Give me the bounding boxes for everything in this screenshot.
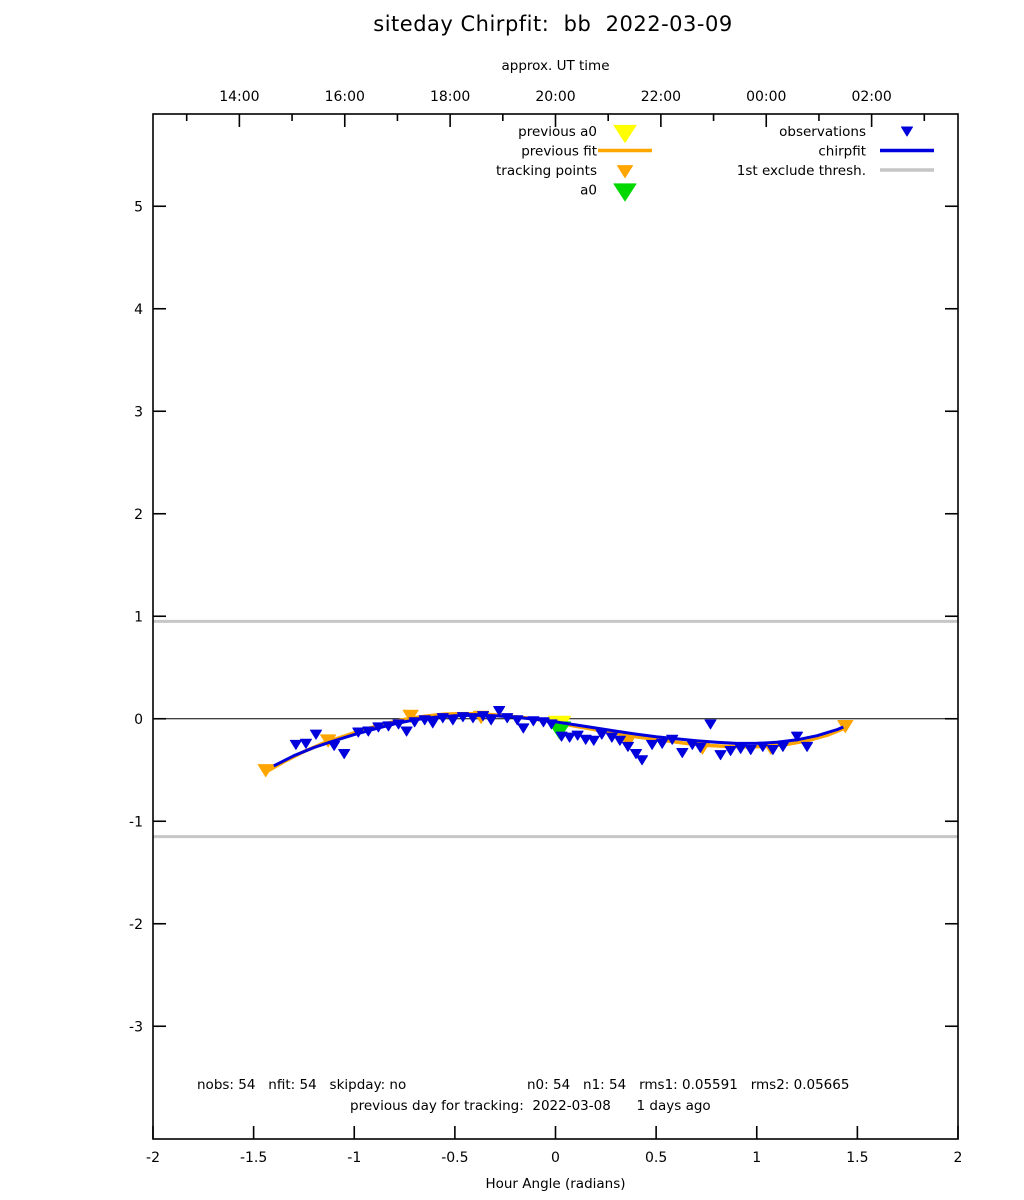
- observation-point: [446, 715, 459, 726]
- observation-point: [511, 715, 524, 726]
- observation-point: [485, 715, 498, 726]
- legend-label: a0: [580, 183, 597, 199]
- observation-point: [436, 713, 449, 724]
- observation-point: [563, 732, 576, 743]
- observation-point: [352, 727, 365, 738]
- x2-tick-label: 02:00: [851, 89, 891, 105]
- legend-triangle-swatch: [901, 126, 913, 137]
- x2-tick-label: 14:00: [219, 89, 259, 105]
- observation-point: [299, 738, 312, 749]
- x-tick-label: -0.5: [441, 1150, 468, 1166]
- x-axis-label: Hour Angle (radians): [485, 1176, 626, 1192]
- observation-point: [328, 740, 341, 751]
- stats-line2: previous day for tracking: 2022-03-08 1 …: [350, 1098, 711, 1114]
- tracking-point-marker: [257, 764, 274, 778]
- plot-border: [152, 113, 959, 1140]
- legend-label: observations: [779, 124, 866, 140]
- observation-point: [686, 739, 699, 750]
- observation-point: [636, 755, 649, 766]
- x-tick-label: -1: [347, 1150, 361, 1166]
- observation-point: [744, 744, 757, 755]
- observation-point: [527, 716, 540, 727]
- observation-point: [392, 719, 405, 730]
- observation-point: [517, 723, 530, 734]
- observation-point: [466, 713, 479, 724]
- x-tick-label: 0: [551, 1150, 560, 1166]
- x-tick-label: -1.5: [240, 1150, 267, 1166]
- x2-tick-label: 22:00: [641, 89, 681, 105]
- x2-tick-label: 16:00: [325, 89, 365, 105]
- observation-point: [734, 743, 747, 754]
- y-tick-label: -1: [129, 814, 143, 830]
- chirpfit-line: [273, 713, 844, 768]
- observation-point: [426, 718, 439, 729]
- x-tick-label: 0.5: [645, 1150, 667, 1166]
- legend-label: previous a0: [518, 124, 597, 140]
- legend-triangle-swatch: [617, 165, 633, 179]
- x-tick-label: 2: [954, 1150, 963, 1166]
- observation-point: [613, 735, 626, 746]
- observation-point: [595, 729, 608, 740]
- observation-point: [756, 741, 769, 752]
- y-tick-label: 0: [134, 712, 143, 728]
- legend-label: chirpfit: [818, 144, 866, 160]
- observation-point: [362, 726, 375, 737]
- observation-point: [666, 734, 679, 745]
- observation-point: [501, 713, 514, 724]
- observation-point: [372, 722, 385, 733]
- observation-point: [587, 735, 600, 746]
- observation-point: [545, 719, 558, 730]
- observation-point: [630, 749, 642, 760]
- observation-point: [676, 748, 689, 759]
- observation-point: [456, 712, 469, 723]
- x2-tick-label: 18:00: [430, 89, 470, 105]
- y-tick-label: -2: [129, 917, 143, 933]
- y-tick-label: 3: [134, 404, 143, 420]
- tracking-point-marker: [402, 709, 419, 723]
- x-tick-label: -2: [146, 1150, 160, 1166]
- observation-point: [418, 715, 431, 726]
- observation-point: [408, 717, 421, 728]
- observation-point: [801, 741, 814, 752]
- y-tick-label: 5: [134, 199, 143, 215]
- y-tick-label: 1: [134, 609, 143, 625]
- legend-triangle-swatch: [613, 124, 637, 143]
- legend-label: tracking points: [496, 163, 597, 179]
- top-axis-label: approx. UT time: [501, 58, 610, 74]
- observation-point: [605, 732, 618, 743]
- chart-title: siteday Chirpfit: bb 2022-03-09: [373, 12, 733, 36]
- x2-tick-label: 00:00: [746, 89, 786, 105]
- observation-point: [714, 750, 727, 761]
- legend-label: previous fit: [521, 144, 597, 160]
- observation-point: [646, 739, 659, 750]
- observation-point: [400, 726, 413, 737]
- observation-point: [621, 741, 634, 752]
- observation-point: [694, 742, 707, 753]
- observation-point: [289, 739, 302, 750]
- legend-label: 1st exclude thresh.: [737, 163, 866, 179]
- observation-point: [310, 729, 323, 740]
- observation-point: [493, 706, 506, 716]
- observation-point: [724, 745, 737, 756]
- x-tick-label: 1.5: [846, 1150, 868, 1166]
- observation-point: [656, 738, 669, 749]
- observation-point: [704, 719, 717, 730]
- y-tick-label: -3: [129, 1019, 143, 1035]
- observation-point: [776, 741, 789, 752]
- observation-point: [791, 731, 803, 742]
- observation-point: [338, 749, 351, 760]
- observation-point: [382, 721, 395, 732]
- stats-line1-left: nobs: 54 nfit: 54 skipday: no: [197, 1077, 407, 1093]
- x-tick-label: 1: [752, 1150, 761, 1166]
- y-tick-label: 4: [134, 302, 143, 318]
- stats-line1-right: n0: 54 n1: 54 rms1: 0.05591 rms2: 0.0566…: [527, 1077, 850, 1093]
- legend-triangle-swatch: [613, 183, 637, 202]
- observation-point: [766, 744, 779, 755]
- x2-tick-label: 20:00: [535, 89, 575, 105]
- y-tick-label: 2: [134, 507, 143, 523]
